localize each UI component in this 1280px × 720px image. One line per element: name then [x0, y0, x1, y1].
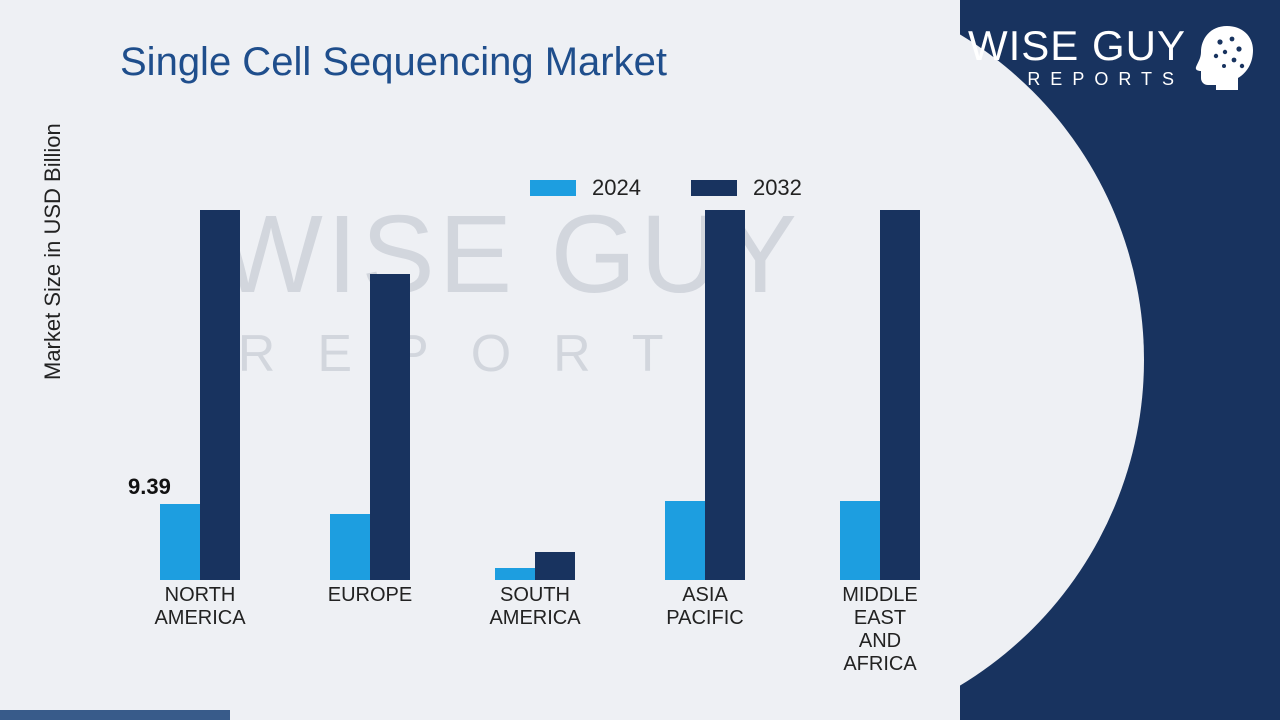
legend-label-2024: 2024: [592, 175, 641, 201]
brand-logo: WISE GUY REPORTS: [977, 22, 1262, 92]
bar-group: [320, 274, 420, 580]
x-axis-labels: NORTHAMERICA EUROPE SOUTHAMERICA ASIAPACIFI…: [130, 584, 970, 704]
x-axis-label: EUROPE: [300, 584, 440, 607]
bar-2032: [200, 210, 240, 580]
bar-2024: [495, 568, 535, 580]
x-axis-label: ASIAPACIFIC: [635, 584, 775, 630]
chart-title: Single Cell Sequencing Market: [120, 40, 667, 85]
bar-2024: [330, 514, 370, 580]
bar-2032: [535, 552, 575, 580]
x-axis-label: SOUTHAMERICA: [465, 584, 605, 630]
legend-item-2032: 2032: [691, 175, 802, 201]
bar-2032: [370, 274, 410, 580]
bar-2024: [665, 501, 705, 580]
head-icon: [1192, 22, 1262, 92]
bar-group: [830, 210, 930, 580]
legend: 2024 2032: [530, 175, 802, 201]
bar-2032: [880, 210, 920, 580]
x-axis-label: MIDDLEEASTANDAFRICA: [810, 584, 950, 676]
legend-swatch-2024: [530, 180, 576, 196]
logo-sub-text: REPORTS: [1027, 69, 1184, 90]
bar-group: [485, 552, 585, 580]
chart-plot-area: 9.39: [130, 210, 970, 580]
legend-label-2032: 2032: [753, 175, 802, 201]
bar-2024: [160, 504, 200, 580]
bar-group: [150, 210, 250, 580]
legend-item-2024: 2024: [530, 175, 641, 201]
bottom-accent-bar: [0, 710, 230, 720]
logo-main-text: WISE GUY: [968, 25, 1186, 67]
bar-2032: [705, 210, 745, 580]
y-axis-label: Market Size in USD Billion: [40, 123, 66, 380]
bar-group: [655, 210, 755, 580]
x-axis-label: NORTHAMERICA: [130, 584, 270, 630]
bar-2024: [840, 501, 880, 580]
legend-swatch-2032: [691, 180, 737, 196]
bar-value-label: 9.39: [128, 474, 171, 500]
